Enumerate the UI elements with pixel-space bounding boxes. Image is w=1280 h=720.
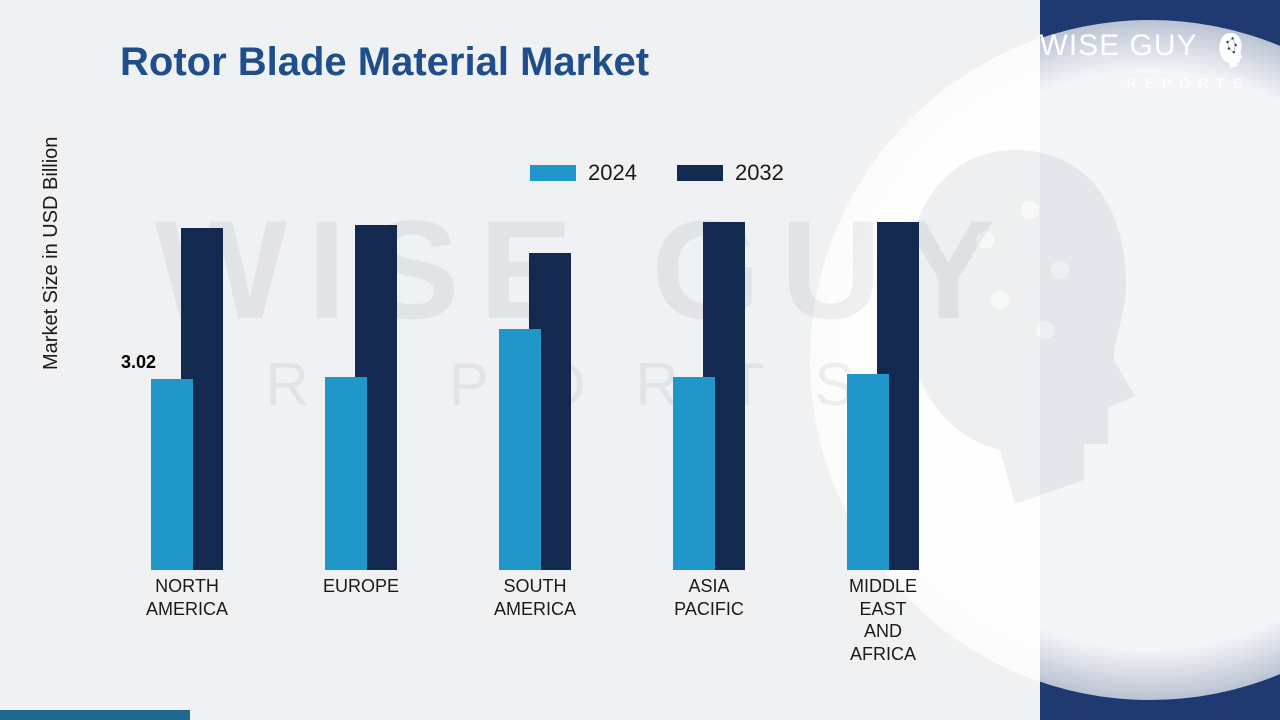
bar-value-label: 3.02 (121, 352, 156, 373)
bar-group (649, 190, 769, 570)
bar-group (823, 190, 943, 570)
legend-swatch-2032 (677, 165, 723, 181)
chart-title: Rotor Blade Material Market (120, 40, 649, 85)
brand-logo: WISE GUY REPORTS (1040, 30, 1250, 90)
chart-legend: 2024 2032 (530, 160, 784, 186)
bar-2024 (673, 377, 715, 570)
report-slide: WISE GUY REPORTS WISE GUY REPORTS Rotor … (0, 0, 1280, 720)
chart-plot-area: 3.02 (100, 190, 970, 570)
x-tick-label: MIDDLEEASTANDAFRICA (813, 575, 953, 665)
legend-item-2024: 2024 (530, 160, 637, 186)
legend-label-2032: 2032 (735, 160, 784, 186)
x-axis-labels: NORTHAMERICA EUROPE SOUTHAMERICA ASIAPACIFI… (100, 575, 970, 665)
logo-head-icon (1208, 30, 1250, 72)
bar-2024 (847, 374, 889, 570)
x-tick-label: ASIAPACIFIC (639, 575, 779, 665)
bar-group (301, 190, 421, 570)
logo-line2: REPORTS (1040, 76, 1250, 90)
x-tick-label: NORTHAMERICA (117, 575, 257, 665)
bar-2024 (499, 329, 541, 570)
x-tick-label: SOUTHAMERICA (465, 575, 605, 665)
legend-item-2032: 2032 (677, 160, 784, 186)
legend-label-2024: 2024 (588, 160, 637, 186)
x-tick-label: EUROPE (291, 575, 431, 665)
bar-2024 (325, 377, 367, 570)
bar-groups-container: 3.02 (100, 190, 970, 570)
legend-swatch-2024 (530, 165, 576, 181)
bar-group (475, 190, 595, 570)
bar-group: 3.02 (127, 190, 247, 570)
bar-2024 (151, 379, 193, 570)
y-axis-label: Market Size in USD Billion (40, 137, 63, 370)
logo-line1: WISE GUY (1040, 29, 1198, 62)
bottom-accent-bar (0, 710, 190, 720)
